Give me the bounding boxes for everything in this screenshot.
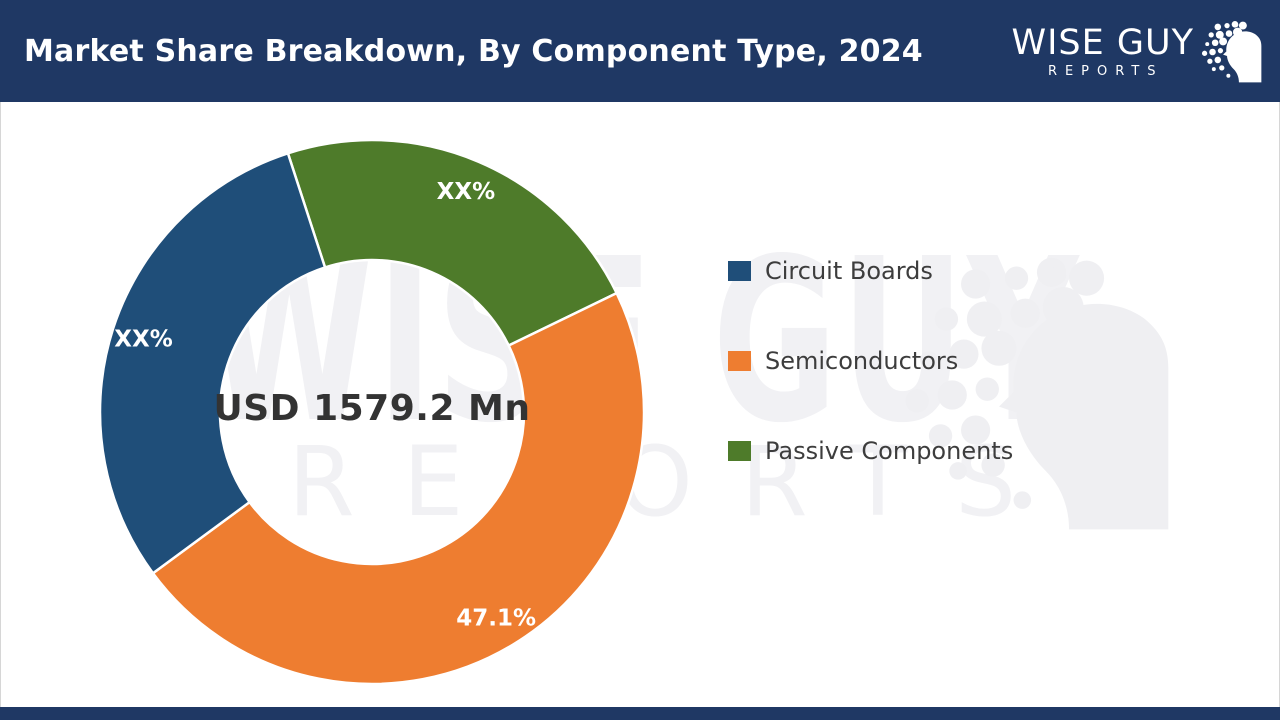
logo-text: WISE GUY REPORTS	[1011, 25, 1194, 79]
logo-subtitle: REPORTS	[1047, 63, 1164, 79]
legend-item-circuit-boards: Circuit Boards	[728, 255, 1013, 287]
slice-label-passive-components: XX%	[437, 179, 496, 205]
legend-swatch-circuit-boards	[728, 261, 751, 281]
face-dot	[1042, 286, 1084, 328]
chart-area: WISE GUY REPORTS XX% 47.1% XX% USD 1579.2 …	[0, 102, 1280, 707]
face-dot	[1224, 22, 1230, 29]
legend-swatch-semiconductors	[728, 351, 751, 371]
face-silhouette	[1223, 31, 1262, 83]
face-dot	[1219, 37, 1228, 46]
header-bar: Market Share Breakdown, By Component Typ…	[0, 0, 1280, 102]
face-dot	[1214, 23, 1222, 31]
legend-label: Passive Components	[765, 437, 1014, 465]
face-dot	[1214, 56, 1222, 64]
face-dot	[1010, 298, 1040, 328]
face-dot	[1225, 30, 1233, 37]
face-dot	[1234, 22, 1239, 27]
legend: Circuit Boards Semiconductors Passive Co…	[728, 255, 1013, 467]
donut-segment-circuit-boards	[98, 152, 327, 575]
legend-item-semiconductors: Semiconductors	[728, 345, 1013, 377]
face-dot	[1217, 48, 1224, 54]
face-dot	[1211, 39, 1219, 47]
legend-label: Semiconductors	[765, 347, 959, 375]
legend-item-passive-components: Passive Components	[728, 435, 1013, 467]
donut-segment-passive-components	[286, 138, 618, 347]
face-dot	[1036, 257, 1067, 287]
donut-segment-semiconductors	[151, 291, 646, 686]
footer-bar	[0, 707, 1280, 720]
face-dot	[1238, 21, 1247, 30]
face-dot	[1209, 48, 1216, 56]
face-dot	[1207, 58, 1213, 64]
donut-chart: XX% 47.1% XX%	[98, 138, 646, 686]
slice-label-circuit-boards: XX%	[114, 327, 173, 353]
face-dot	[1205, 42, 1210, 47]
logo-face-icon	[1201, 20, 1262, 83]
page-title: Market Share Breakdown, By Component Typ…	[24, 33, 923, 69]
donut-center-value: USD 1579.2 Mn	[213, 388, 531, 429]
wise-guy-logo: WISE GUY REPORTS	[1011, 10, 1264, 94]
face-dot	[1013, 491, 1032, 509]
face-dot	[1232, 27, 1243, 37]
slice-label-semiconductors: 47.1%	[456, 605, 536, 631]
face-dot	[1201, 50, 1208, 56]
face-silhouette	[998, 303, 1169, 530]
logo-wordmark: WISE GUY	[1011, 23, 1194, 64]
face-dot	[1226, 73, 1231, 78]
face-dot	[1208, 32, 1214, 38]
face-dot	[1219, 65, 1225, 71]
face-dot	[1048, 266, 1067, 285]
face-dot	[1211, 67, 1216, 72]
face-dot	[1069, 260, 1105, 296]
face-dot	[1215, 30, 1224, 39]
legend-label: Circuit Boards	[765, 257, 933, 285]
legend-swatch-passive-components	[728, 441, 751, 461]
